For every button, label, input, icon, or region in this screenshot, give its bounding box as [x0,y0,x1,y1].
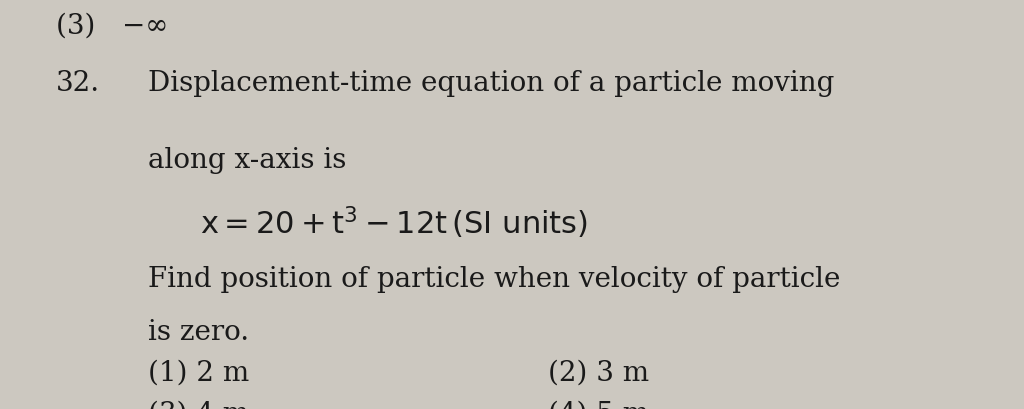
Text: (3) 4 m: (3) 4 m [148,401,250,409]
Text: (1) 2 m: (1) 2 m [148,360,250,387]
Text: $\mathrm{x = 20 + t^3 - 12t\,(SI\ units)}$: $\mathrm{x = 20 + t^3 - 12t\,(SI\ units)… [200,204,588,241]
Text: along x-axis is: along x-axis is [148,147,347,174]
Text: (4) 5 m: (4) 5 m [548,401,649,409]
Text: (2) 3 m: (2) 3 m [548,360,649,387]
Text: Displacement-time equation of a particle moving: Displacement-time equation of a particle… [148,70,835,97]
Text: (3)   −∞: (3) −∞ [56,12,169,39]
Text: is zero.: is zero. [148,319,250,346]
Text: Find position of particle when velocity of particle: Find position of particle when velocity … [148,266,841,293]
Text: 32.: 32. [56,70,100,97]
